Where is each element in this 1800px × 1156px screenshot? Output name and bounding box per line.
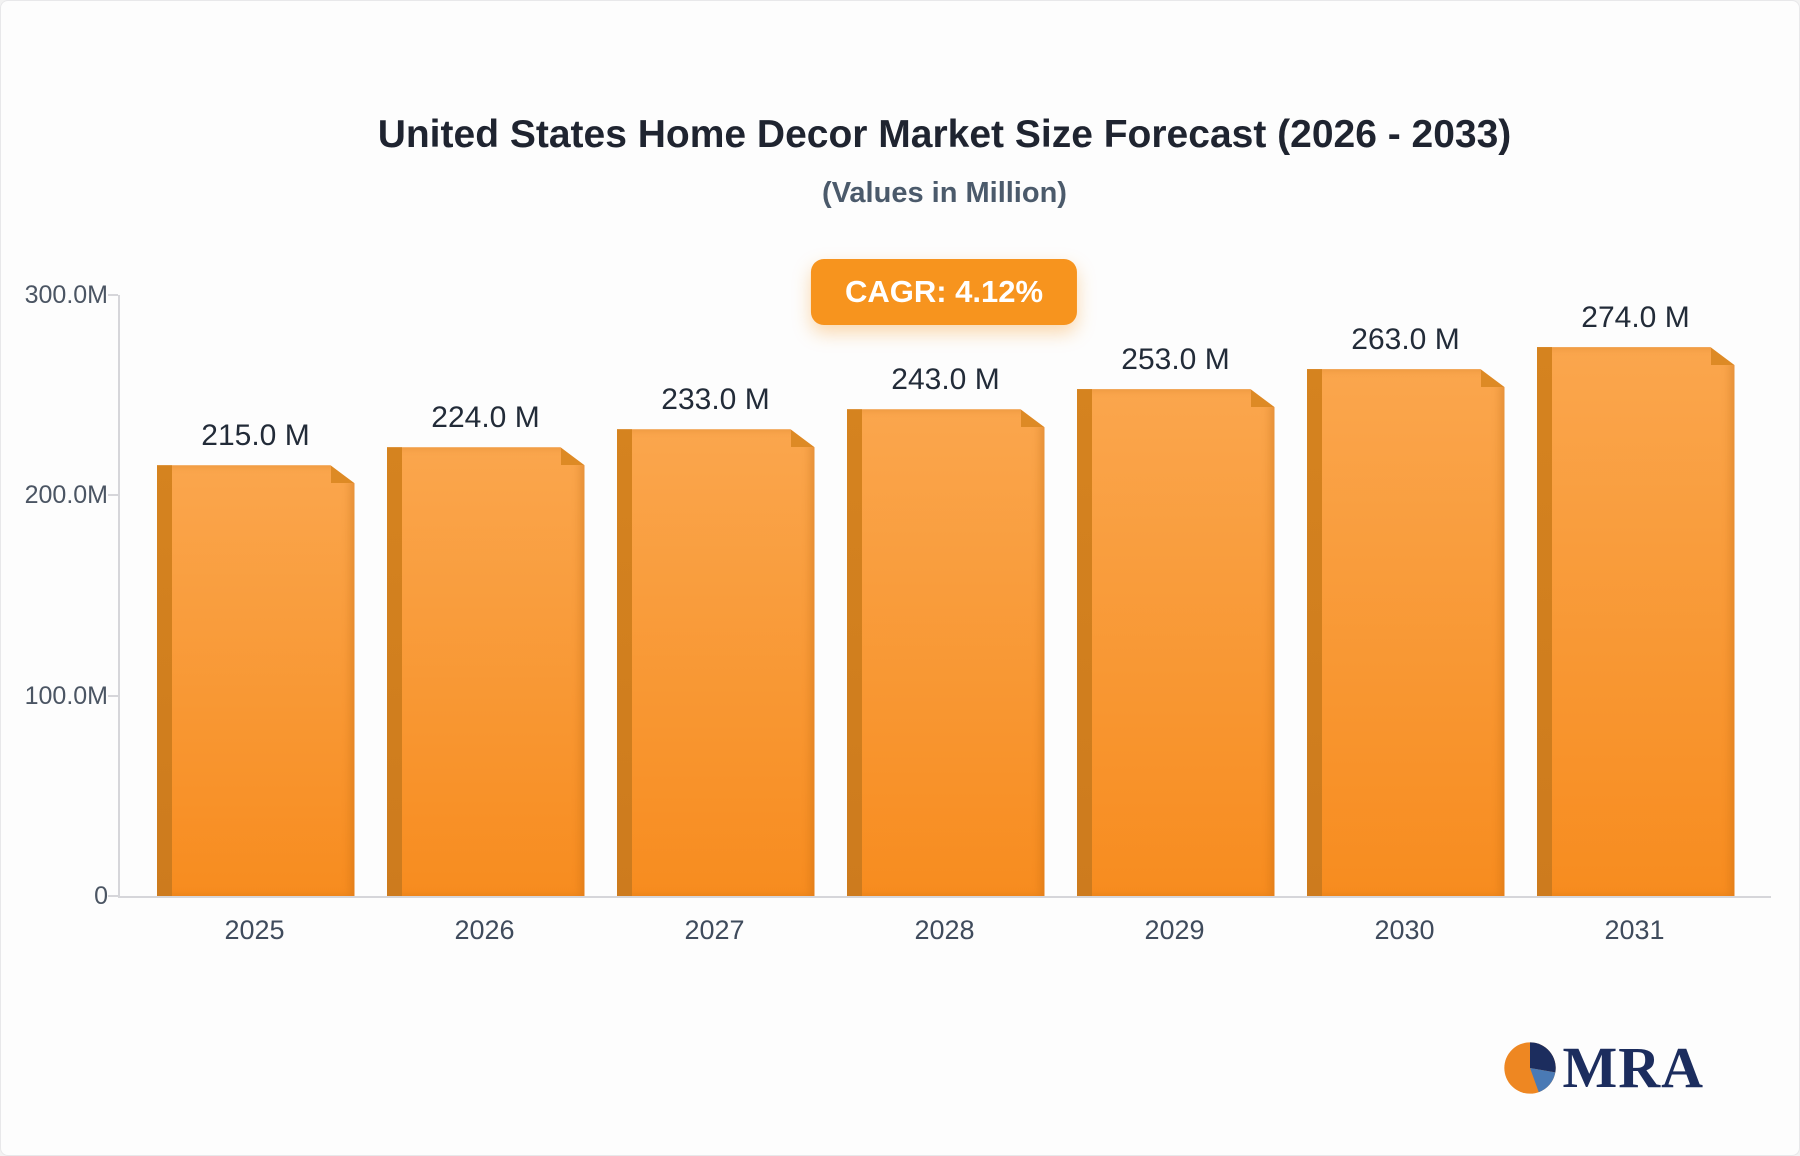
bar	[617, 429, 815, 896]
x-axis-label: 2026	[454, 915, 515, 945]
bars-row: 215.0 M 224.0 M 233.0 M 243.0 M 253.0 M 263.0…	[120, 295, 1771, 896]
bar	[1307, 369, 1505, 896]
x-axis-labels: 2025 2026 2027 2028 2029 2030 2031	[118, 915, 1771, 946]
y-axis-label: 300.0M	[24, 281, 108, 309]
x-axis-label: 2029	[1144, 915, 1205, 945]
bar	[1077, 389, 1275, 896]
cagr-badge: CAGR: 4.12%	[810, 259, 1078, 325]
bar-value-label: 215.0 M	[201, 419, 310, 453]
x-axis-label: 2031	[1604, 915, 1665, 945]
y-axis-label: 100.0M	[24, 681, 108, 710]
bar-column: 215.0 M	[157, 295, 355, 896]
chart-subtitle: (Values in Million)	[822, 177, 1067, 209]
bar-column: 224.0 M	[387, 295, 585, 896]
logo-text: MRA	[1562, 1035, 1704, 1100]
bar-column: 233.0 M	[617, 295, 815, 896]
chart-title: United States Home Decor Market Size For…	[377, 113, 1512, 156]
logo-pie-icon	[1504, 1042, 1557, 1094]
bar	[1537, 347, 1735, 896]
bar-column: 274.0 M	[1537, 295, 1735, 896]
y-axis-label: 0	[94, 882, 108, 910]
brand-logo: MRA	[1502, 1039, 1704, 1097]
x-axis-label: 2027	[684, 915, 745, 945]
bar-value-label: 274.0 M	[1581, 301, 1690, 335]
bar-value-label: 253.0 M	[1121, 343, 1230, 377]
x-axis-label: 2025	[224, 915, 285, 945]
plot-area: 215.0 M 224.0 M 233.0 M 243.0 M 253.0 M 263.0…	[25, 282, 1771, 909]
bar-value-label: 243.0 M	[891, 363, 1000, 397]
bar-value-label: 233.0 M	[661, 383, 770, 417]
bar-value-label: 263.0 M	[1351, 323, 1460, 357]
y-axis-label: 200.0M	[24, 481, 108, 510]
bar	[157, 465, 355, 896]
bar-column: 253.0 M	[1077, 295, 1275, 896]
y-axis-tick	[108, 895, 118, 897]
y-axis-tick	[108, 494, 118, 497]
bar-column: 243.0 M	[847, 295, 1045, 896]
y-axis-tick	[108, 294, 118, 296]
bar-value-label: 224.0 M	[431, 401, 540, 435]
bar-column: 263.0 M	[1307, 295, 1505, 896]
y-axis-tick	[108, 694, 118, 697]
x-axis-label: 2028	[914, 915, 975, 945]
bar	[387, 447, 585, 896]
x-axis-label: 2030	[1374, 915, 1435, 945]
bar	[847, 409, 1045, 896]
